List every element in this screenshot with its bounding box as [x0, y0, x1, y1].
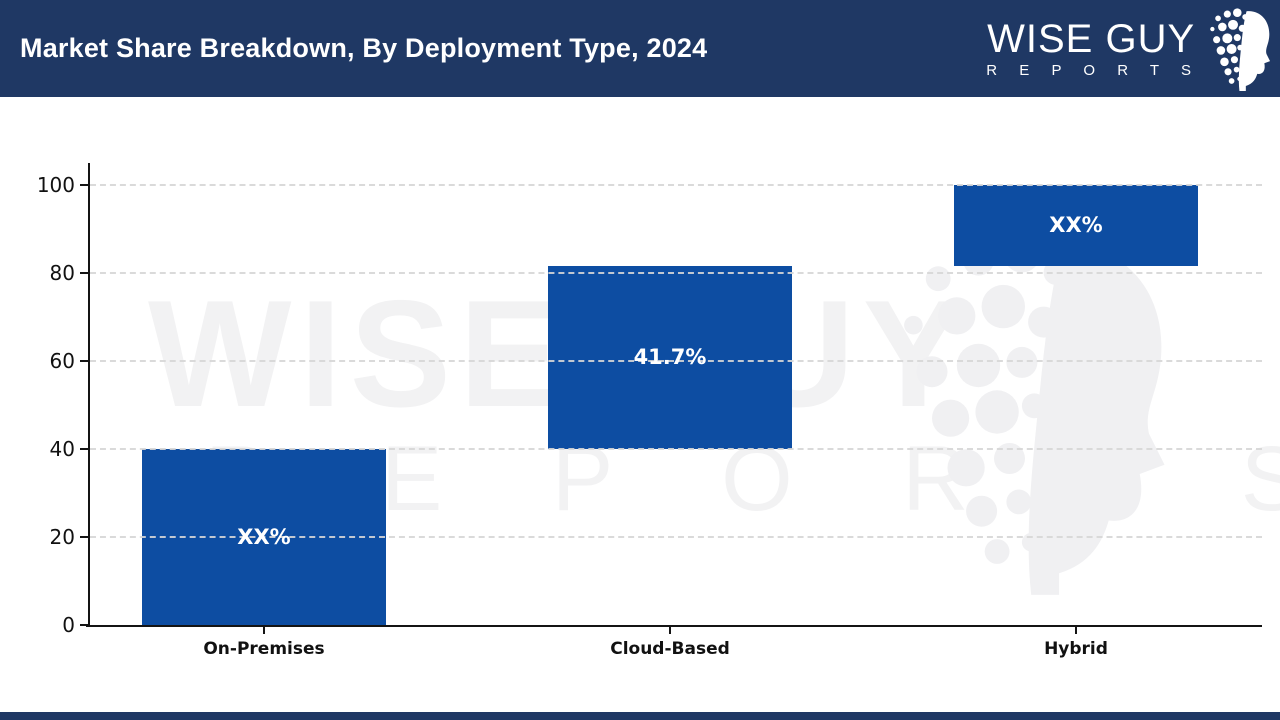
logo-text: WISE GUY R E P O R T S	[982, 19, 1200, 78]
x-tick-label: Cloud-Based	[610, 639, 730, 659]
x-tick-mark	[669, 627, 671, 634]
grid-line	[90, 536, 1262, 538]
grid-line	[90, 448, 1262, 450]
x-tick-mark	[1075, 627, 1077, 634]
x-tick-label: Hybrid	[1044, 639, 1108, 659]
y-tick-label: 40	[49, 437, 75, 461]
wise-guy-reports-logo: WISE GUY R E P O R T S	[982, 7, 1280, 91]
bar	[548, 265, 792, 449]
y-tick-mark	[80, 272, 88, 274]
bar-label: XX%	[1049, 213, 1103, 238]
y-tick-label: 60	[49, 349, 75, 373]
y-tick-label: 0	[62, 613, 75, 637]
plot-area: 0 20 40 60 80 100 XX% 41.7% XX% On-Premises Cloud-…	[0, 97, 1280, 712]
y-tick-mark	[80, 448, 88, 450]
y-tick-mark	[80, 184, 88, 186]
y-tick-label: 100	[36, 173, 75, 197]
logo-wordmark: WISE GUY	[987, 17, 1196, 61]
dotted-head-icon	[1200, 7, 1274, 91]
grid-line	[90, 184, 1262, 186]
y-tick-mark	[80, 624, 88, 626]
grid-line	[90, 360, 1262, 362]
y-tick-mark	[80, 360, 88, 362]
x-axis	[86, 625, 1262, 627]
chart-title: Market Share Breakdown, By Deployment Ty…	[20, 33, 708, 63]
bar-label: 41.7%	[633, 345, 707, 370]
logo-subtitle: R E P O R T S	[986, 62, 1200, 79]
footer-bar	[0, 712, 1280, 720]
y-tick-label: 80	[49, 261, 75, 285]
y-tick-mark	[80, 536, 88, 538]
grid-line	[90, 272, 1262, 274]
x-tick-label: On-Premises	[203, 639, 325, 659]
bar-label: XX%	[237, 525, 291, 549]
x-tick-mark	[263, 627, 265, 634]
y-axis	[88, 163, 90, 627]
header-band: Market Share Breakdown, By Deployment Ty…	[0, 0, 1280, 97]
y-tick-label: 20	[49, 525, 75, 549]
